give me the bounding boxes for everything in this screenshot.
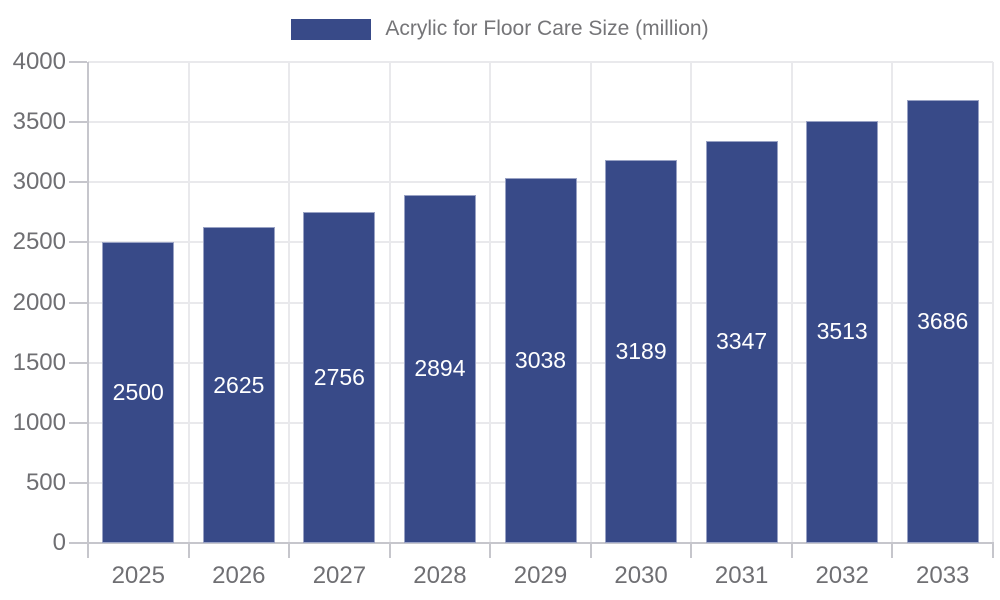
x-tick-label: 2033 [916, 562, 970, 589]
bar-value-label: 3347 [716, 328, 768, 355]
grid-line-vertical [790, 62, 793, 543]
y-tick-label: 500 [25, 468, 66, 496]
y-tick-label: 2500 [12, 228, 66, 256]
legend-swatch [291, 18, 372, 40]
grid-line-vertical [489, 62, 492, 543]
bar-2026: 2625 [202, 227, 275, 543]
x-tick-mark [87, 543, 89, 558]
y-tick-label: 4000 [12, 48, 66, 75]
x-tick-mark [489, 543, 492, 558]
grid-line-vertical [388, 62, 391, 543]
y-tick-mark [69, 301, 87, 304]
y-tick-mark [69, 361, 87, 364]
bar-2030: 3189 [605, 159, 678, 543]
y-tick-mark [69, 121, 87, 124]
bar-value-label: 3038 [514, 346, 567, 373]
grid-line-vertical [187, 62, 190, 543]
y-tick-mark [69, 542, 87, 544]
y-tick-mark [69, 181, 87, 184]
bar-value-label: 3513 [816, 318, 868, 345]
x-tick-mark [187, 543, 190, 558]
bar-2029: 3038 [504, 177, 577, 543]
y-axis-line [87, 62, 89, 545]
x-tick-mark [589, 543, 592, 558]
grid-line-vertical [288, 62, 291, 543]
y-tick-mark [69, 241, 87, 244]
bar-2032: 3513 [806, 120, 879, 543]
grid-line-horizontal [88, 121, 993, 124]
bar-2028: 2894 [403, 194, 476, 543]
x-tick-label: 2027 [312, 562, 367, 589]
x-tick-mark [891, 543, 894, 558]
grid-line-vertical [891, 62, 894, 543]
grid-line-horizontal [88, 61, 993, 63]
x-tick-label: 2025 [111, 562, 165, 589]
x-tick-label: 2032 [815, 562, 869, 589]
x-tick-mark [388, 543, 391, 558]
x-tick-label: 2031 [714, 562, 769, 589]
x-tick-label: 2029 [513, 562, 568, 589]
y-tick-label: 1500 [12, 348, 66, 376]
bar-value-label: 2894 [414, 355, 466, 382]
x-tick-label: 2028 [413, 562, 467, 589]
bar-value-label: 3686 [917, 307, 969, 334]
bar-2027: 2756 [303, 211, 376, 543]
y-tick-mark [69, 421, 87, 424]
bar-value-label: 3189 [615, 337, 667, 364]
bar-2031: 3347 [705, 140, 778, 543]
x-tick-mark [992, 543, 994, 558]
bar-2025: 2500 [102, 242, 175, 543]
bar-value-label: 2625 [213, 371, 265, 398]
legend: Acrylic for Floor Care Size (million) [0, 17, 1000, 41]
y-tick-mark [69, 481, 87, 484]
bar-value-label: 2756 [313, 363, 365, 390]
legend-label: Acrylic for Floor Care Size (million) [385, 17, 709, 40]
grid-line-vertical [690, 62, 693, 543]
bar-value-label: 2500 [112, 379, 164, 406]
grid-line-vertical [589, 62, 592, 543]
x-tick-mark [690, 543, 693, 558]
y-tick-mark [69, 61, 87, 63]
y-tick-label: 3500 [12, 108, 66, 136]
x-tick-mark [790, 543, 793, 558]
grid-line-vertical [992, 62, 994, 543]
y-tick-label: 0 [52, 529, 66, 556]
x-tick-label: 2026 [212, 562, 266, 589]
y-tick-label: 3000 [12, 168, 66, 196]
x-axis-line [87, 542, 994, 544]
x-tick-mark [288, 543, 291, 558]
x-tick-label: 2030 [614, 562, 668, 589]
y-tick-label: 2000 [12, 288, 66, 316]
bar-2033: 3686 [906, 99, 979, 543]
y-tick-label: 1000 [12, 408, 66, 436]
